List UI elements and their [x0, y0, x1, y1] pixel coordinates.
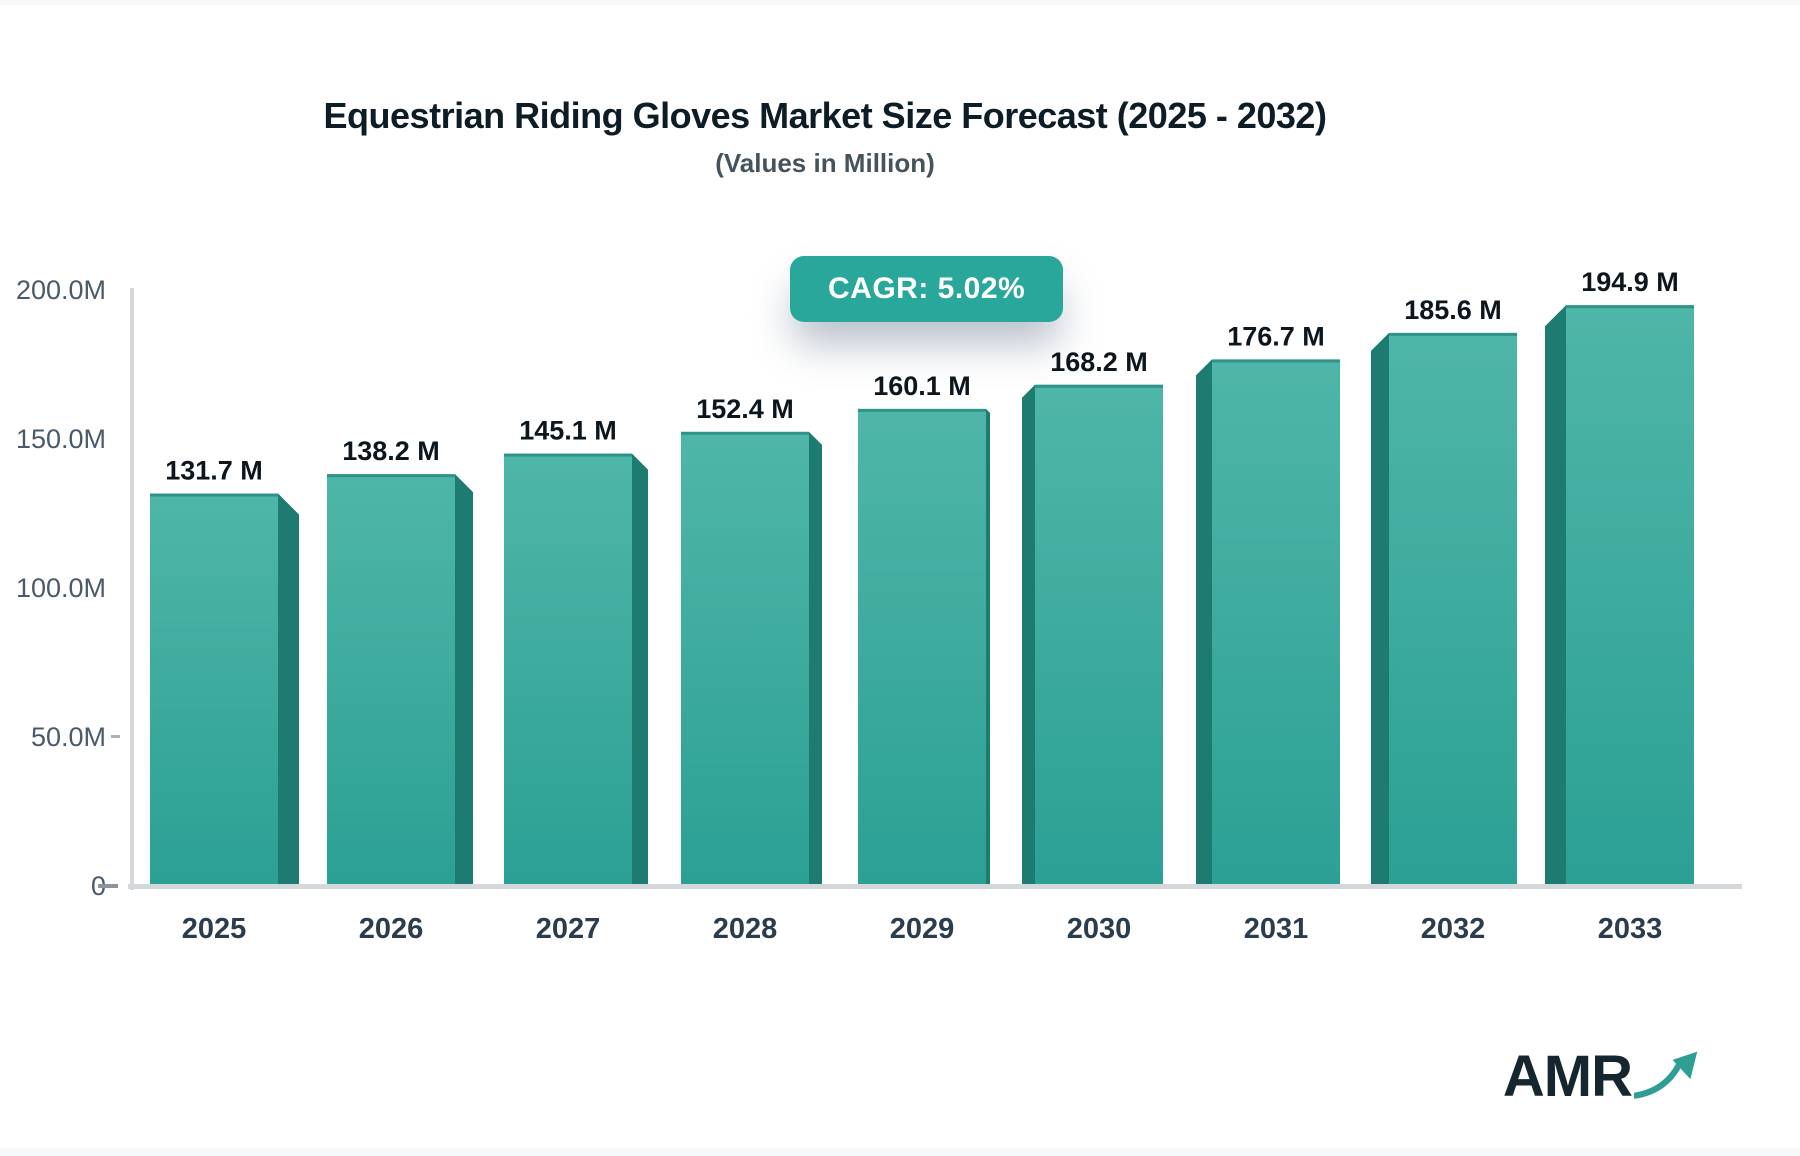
y-tick-label: 50.0M [31, 722, 106, 752]
y-axis-line [130, 288, 134, 890]
x-axis-label: 2032 [1421, 913, 1486, 945]
page-top-strip [0, 0, 1800, 5]
x-axis-line [128, 884, 1742, 889]
chart-title: Equestrian Riding Gloves Market Size For… [323, 95, 1327, 136]
x-axis-label: 2025 [182, 913, 247, 945]
bar-value-label: 131.7 M [165, 456, 263, 486]
bar [681, 431, 809, 886]
bar-side-face [278, 493, 299, 886]
y-tick-label: 150.0M [16, 424, 106, 454]
x-axis-label: 2027 [536, 913, 601, 945]
bar-side-face [809, 431, 822, 886]
bar-top-edge [504, 453, 632, 457]
bar-side-face [632, 453, 648, 886]
bar-side-face [1545, 305, 1566, 886]
bar-side-face [986, 408, 990, 886]
bar-value-label: 152.4 M [696, 394, 794, 424]
x-axis-label: 2028 [713, 913, 778, 945]
cagr-badge: CAGR: 5.02% [790, 256, 1064, 322]
y-tick-label: 100.0M [16, 573, 106, 603]
bar [504, 453, 632, 886]
bar [1566, 305, 1694, 886]
bar [327, 474, 455, 886]
bar-top-edge [150, 493, 278, 497]
bar [150, 493, 278, 886]
bar-top-edge [858, 408, 986, 412]
x-axis-label: 2033 [1598, 913, 1663, 945]
bar [1035, 384, 1163, 886]
bar-top-edge [1389, 332, 1517, 336]
bar-value-label: 168.2 M [1050, 347, 1148, 377]
bar [1389, 332, 1517, 886]
bar-value-label: 160.1 M [873, 371, 971, 401]
x-axis-label: 2026 [359, 913, 424, 945]
chart-subtitle: (Values in Million) [715, 148, 935, 178]
bar-top-edge [1035, 384, 1163, 388]
bar-top-edge [1212, 359, 1340, 363]
bar [858, 408, 986, 886]
amr-logo: AMR [1503, 1043, 1700, 1110]
y-tick-mark [111, 735, 120, 738]
amr-logo-text: AMR [1502, 1044, 1633, 1109]
bar [1212, 359, 1340, 887]
bar-side-face [1022, 384, 1035, 886]
x-axis-label: 2029 [890, 913, 955, 945]
page-bottom-strip [0, 1148, 1800, 1156]
trend-arrow-icon [1634, 1051, 1698, 1099]
bar-value-label: 138.2 M [342, 436, 440, 466]
bar-value-label: 176.7 M [1227, 321, 1325, 351]
bar-side-face [455, 474, 473, 886]
bar-side-face [1196, 359, 1212, 887]
y-tick-mark [98, 884, 118, 888]
bar-value-label: 194.9 M [1581, 267, 1679, 297]
bar-top-edge [327, 474, 455, 478]
bar-side-face [1371, 332, 1389, 886]
y-tick-label: 200.0M [16, 275, 106, 305]
bar-value-label: 145.1 M [519, 416, 617, 446]
bar-top-edge [681, 431, 809, 435]
bar-value-label: 185.6 M [1404, 295, 1502, 325]
x-axis-label: 2031 [1244, 913, 1309, 945]
x-axis-label: 2030 [1067, 913, 1132, 945]
bar-top-edge [1566, 305, 1694, 309]
